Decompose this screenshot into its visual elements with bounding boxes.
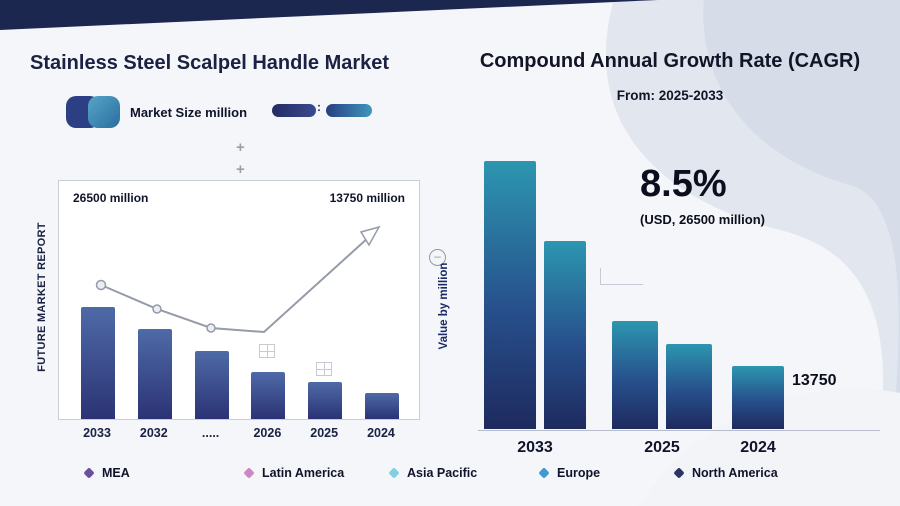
left-axis-tick: 2033 <box>83 426 111 440</box>
legend-pill-teal <box>326 104 372 117</box>
left-axis-tick: 2026 <box>253 426 282 440</box>
cagr-value: 8.5% <box>640 163 727 205</box>
left-chart-title: Stainless Steel Scalpel Handle Market <box>30 52 390 74</box>
legend-pill-separator: : <box>317 100 321 114</box>
line-marker-icon <box>95 279 107 291</box>
right-bar <box>666 344 712 429</box>
legend-label: MEA <box>102 466 130 480</box>
right-y-axis-label: Value by million <box>438 262 450 350</box>
right-bar-group: 2024 <box>732 366 784 457</box>
legend-dot-icon <box>388 467 400 479</box>
legend-label: North America <box>692 466 778 480</box>
legend-label: Latin America <box>262 466 345 480</box>
legend-item: Asia Pacific <box>388 466 540 480</box>
market-size-icon-teal-shape <box>88 96 120 128</box>
legend-dot-icon <box>538 467 550 479</box>
market-size-icon <box>66 96 120 128</box>
window-grid-icon <box>259 344 275 358</box>
plus-icon: + <box>236 139 245 156</box>
left-y-axis-label: FUTURE MARKET REPORT <box>36 222 48 372</box>
right-chart-title: Compound Annual Growth Rate (CAGR) <box>479 50 861 72</box>
right-chart-subtitle: From: 2025-2033 <box>616 88 724 103</box>
right-bar <box>544 241 586 429</box>
left-x-axis-labels: 2033 2032..... 2026 2025 2024 <box>80 426 398 440</box>
legend-dot-icon <box>243 467 255 479</box>
right-axis-tick: 2024 <box>740 439 776 456</box>
legend-item: Europe <box>538 466 675 480</box>
left-bar <box>251 372 286 419</box>
market-size-legend-label: Market Size million <box>130 104 248 120</box>
left-bar <box>308 382 343 419</box>
left-bar-chart: 26500 million 13750 million <box>58 180 420 420</box>
right-bar-group: 2025 <box>612 321 712 457</box>
legend-dot-icon <box>673 467 685 479</box>
right-bar-group: 2033 <box>484 161 586 457</box>
bracket-decoration <box>600 268 643 285</box>
left-axis-tick: 2032 <box>139 426 168 440</box>
bottom-legend: MEA Latin America Asia Pacific Europe North … <box>83 466 778 480</box>
right-end-value-label: 13750 <box>792 372 837 389</box>
legend-label: Asia Pacific <box>407 466 478 480</box>
left-bar <box>364 393 399 419</box>
left-axis-tick: 2025 <box>310 426 339 440</box>
right-bar <box>484 161 536 429</box>
right-bar <box>612 321 658 429</box>
legend-item: North America <box>673 466 778 480</box>
cagr-basis: (USD, 26500 million) <box>640 212 765 227</box>
legend-label: Europe <box>557 466 601 480</box>
right-axis-tick: 2025 <box>644 439 680 456</box>
legend-dot-icon <box>83 467 95 479</box>
corner-band <box>0 0 658 30</box>
left-axis-tick: 2024 <box>367 426 395 440</box>
right-x-axis-line <box>478 430 880 431</box>
window-grid-icon <box>316 362 332 376</box>
arrow-head-icon <box>359 225 381 247</box>
end-value-annotation: 13750 million <box>329 191 405 205</box>
right-bars: 2033 2025 2024 <box>484 161 784 457</box>
legend-item: MEA <box>83 466 245 480</box>
legend-pill-dark <box>272 104 316 117</box>
left-bar <box>81 307 115 419</box>
right-axis-tick: 2033 <box>517 439 553 456</box>
market-size-legend: Market Size million <box>66 96 247 128</box>
circle-minus-icon: – <box>429 249 446 266</box>
left-bar <box>194 351 229 419</box>
right-bar <box>732 366 784 429</box>
plus-icon: + <box>236 161 245 178</box>
left-axis-tick: ..... <box>201 426 220 440</box>
left-bars <box>81 307 399 419</box>
legend-item: Latin America <box>243 466 390 480</box>
left-bar <box>137 329 172 419</box>
max-value-annotation: 26500 million <box>73 191 149 205</box>
